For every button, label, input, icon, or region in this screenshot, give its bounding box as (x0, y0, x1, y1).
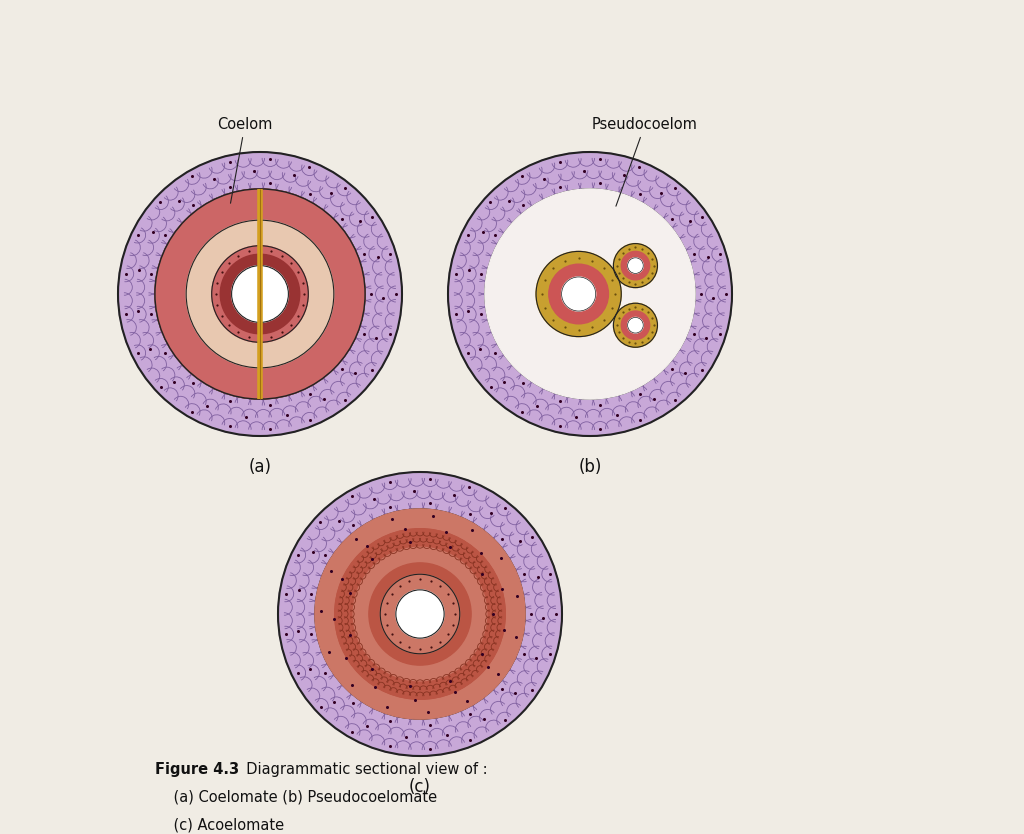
Text: Coelom: Coelom (217, 117, 272, 203)
Circle shape (278, 472, 562, 756)
Circle shape (613, 304, 657, 347)
Circle shape (622, 251, 649, 279)
Circle shape (536, 251, 622, 337)
Circle shape (278, 472, 562, 756)
Text: (c): (c) (409, 778, 431, 796)
Circle shape (561, 277, 596, 311)
Circle shape (380, 575, 460, 654)
Circle shape (396, 590, 444, 638)
Circle shape (212, 246, 308, 342)
Circle shape (220, 254, 300, 334)
Circle shape (449, 152, 732, 436)
Circle shape (622, 311, 649, 339)
Circle shape (315, 509, 525, 719)
Circle shape (353, 547, 486, 681)
Circle shape (335, 529, 505, 699)
Text: (a): (a) (249, 458, 271, 476)
Text: Pseudocoelom: Pseudocoelom (592, 117, 698, 206)
Circle shape (549, 264, 608, 324)
Circle shape (335, 529, 505, 699)
Text: Figure 4.3: Figure 4.3 (155, 762, 240, 777)
Circle shape (118, 152, 402, 436)
Circle shape (231, 265, 289, 323)
Text: (b): (b) (579, 458, 602, 476)
Circle shape (628, 258, 643, 274)
Circle shape (369, 563, 471, 666)
Text: (a) Coelomate (b) Pseudocoelomate: (a) Coelomate (b) Pseudocoelomate (155, 790, 437, 805)
Circle shape (613, 244, 657, 288)
Circle shape (628, 318, 643, 333)
Circle shape (186, 220, 334, 368)
Circle shape (449, 152, 732, 436)
Circle shape (118, 152, 402, 436)
Circle shape (485, 189, 695, 399)
Text: (c) Acoelomate: (c) Acoelomate (155, 818, 284, 833)
Text: Diagrammatic sectional view of :: Diagrammatic sectional view of : (237, 762, 487, 777)
Circle shape (155, 189, 366, 399)
